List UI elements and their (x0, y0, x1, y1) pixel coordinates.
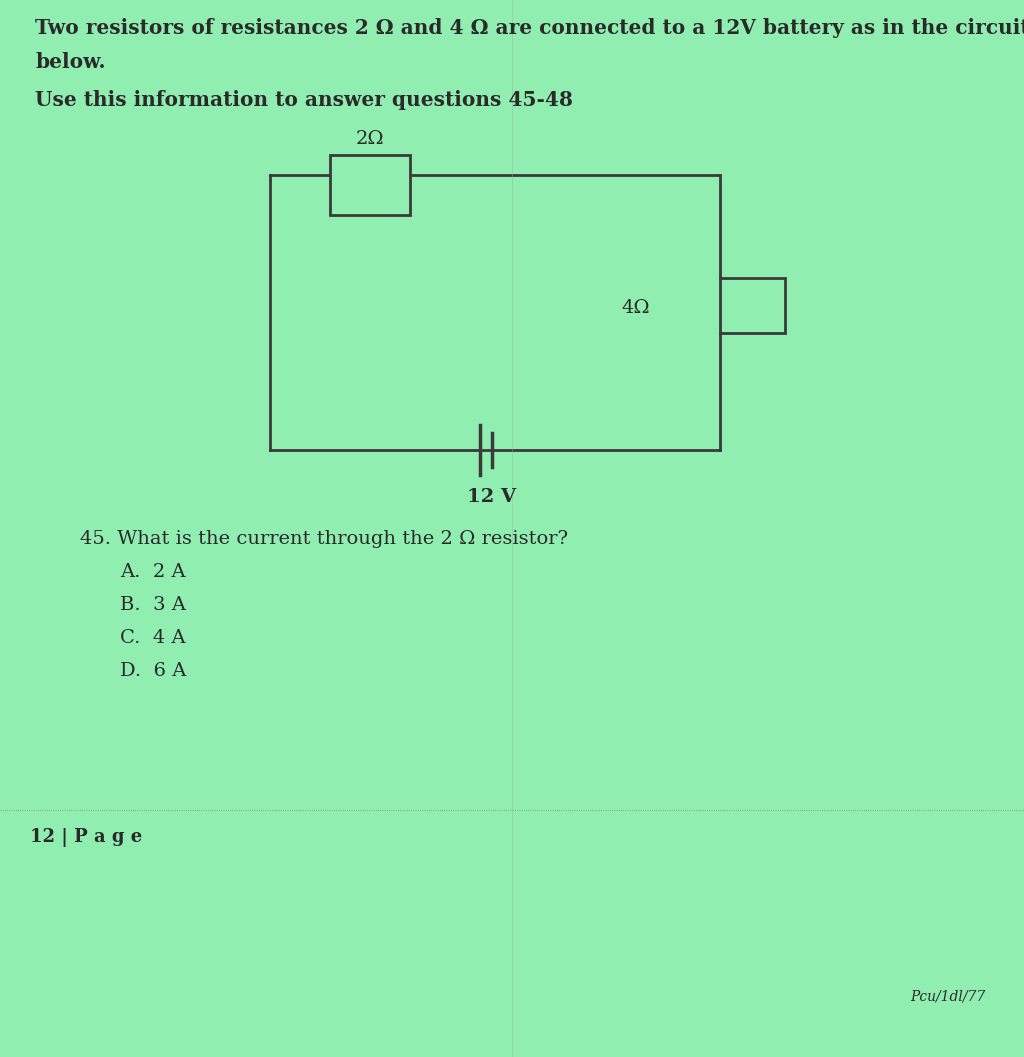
Text: 45. What is the current through the 2 Ω resistor?: 45. What is the current through the 2 Ω … (80, 530, 568, 548)
Text: A.  2 A: A. 2 A (120, 563, 185, 581)
Text: Two resistors of resistances 2 Ω and 4 Ω are connected to a 12V battery as in th: Two resistors of resistances 2 Ω and 4 Ω… (35, 18, 1024, 38)
Text: B.  3 A: B. 3 A (120, 596, 186, 614)
Text: below.: below. (35, 52, 105, 72)
Text: D.  6 A: D. 6 A (120, 662, 186, 680)
Text: Pcu/1dl/77: Pcu/1dl/77 (909, 990, 985, 1004)
Bar (720, 278, 785, 333)
Text: 2Ω: 2Ω (355, 130, 384, 148)
Text: 4Ω: 4Ω (622, 299, 650, 317)
Text: Use this information to answer questions 45-48: Use this information to answer questions… (35, 90, 573, 110)
Text: 12 | P a g e: 12 | P a g e (30, 828, 142, 847)
Text: C.  4 A: C. 4 A (120, 629, 185, 647)
Bar (330, 155, 410, 215)
Text: 12 V: 12 V (467, 488, 516, 506)
